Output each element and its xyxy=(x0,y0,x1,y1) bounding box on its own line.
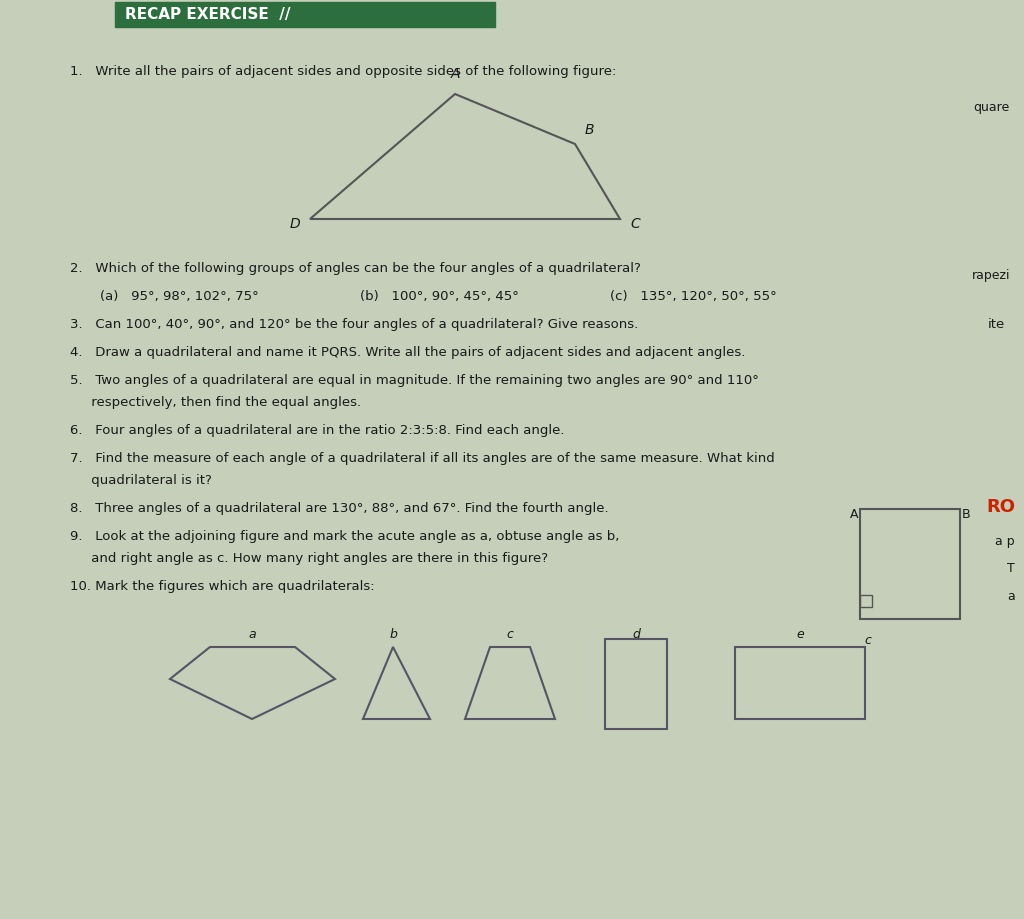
Bar xyxy=(860,509,961,619)
Text: 10. Mark the figures which are quadrilaterals:: 10. Mark the figures which are quadrilat… xyxy=(70,579,375,593)
Text: ite: ite xyxy=(988,318,1005,331)
Text: C: C xyxy=(630,217,640,231)
Text: RECAP EXERCISE  //: RECAP EXERCISE // xyxy=(125,6,291,21)
Text: T: T xyxy=(1008,562,1015,574)
Text: A: A xyxy=(850,507,858,520)
Bar xyxy=(735,647,865,720)
Text: a: a xyxy=(248,628,256,641)
Text: (a)   95°, 98°, 102°, 75°: (a) 95°, 98°, 102°, 75° xyxy=(100,289,259,302)
Text: b: b xyxy=(389,628,397,641)
Text: 3.   Can 100°, 40°, 90°, and 120° be the four angles of a quadrilateral? Give re: 3. Can 100°, 40°, 90°, and 120° be the f… xyxy=(70,318,638,331)
Text: c: c xyxy=(864,633,870,646)
Text: 5.   Two angles of a quadrilateral are equal in magnitude. If the remaining two : 5. Two angles of a quadrilateral are equ… xyxy=(70,374,759,387)
Text: (b)   100°, 90°, 45°, 45°: (b) 100°, 90°, 45°, 45° xyxy=(360,289,519,302)
Text: d: d xyxy=(632,628,640,641)
Text: a: a xyxy=(1008,589,1015,602)
Text: B: B xyxy=(962,507,971,520)
Text: 9.   Look at the adjoining figure and mark the acute angle as a, obtuse angle as: 9. Look at the adjoining figure and mark… xyxy=(70,529,620,542)
Text: 6.   Four angles of a quadrilateral are in the ratio 2:3:5:8. Find each angle.: 6. Four angles of a quadrilateral are in… xyxy=(70,424,564,437)
Text: 7.   Find the measure of each angle of a quadrilateral if all its angles are of : 7. Find the measure of each angle of a q… xyxy=(70,451,775,464)
Text: and right angle as c. How many right angles are there in this figure?: and right angle as c. How many right ang… xyxy=(70,551,548,564)
Text: respectively, then find the equal angles.: respectively, then find the equal angles… xyxy=(70,395,361,409)
Text: a p: a p xyxy=(995,535,1015,548)
Text: B: B xyxy=(585,123,595,137)
Text: 1.   Write all the pairs of adjacent sides and opposite sides of the following f: 1. Write all the pairs of adjacent sides… xyxy=(70,65,616,78)
Text: RO: RO xyxy=(986,497,1015,516)
Bar xyxy=(605,640,667,729)
Text: quare: quare xyxy=(974,101,1010,114)
Text: e: e xyxy=(796,628,804,641)
Text: D: D xyxy=(290,217,300,231)
Text: 4.   Draw a quadrilateral and name it PQRS. Write all the pairs of adjacent side: 4. Draw a quadrilateral and name it PQRS… xyxy=(70,346,745,358)
Text: (c)   135°, 120°, 50°, 55°: (c) 135°, 120°, 50°, 55° xyxy=(610,289,777,302)
Text: A: A xyxy=(451,67,460,81)
Bar xyxy=(115,3,495,28)
Bar xyxy=(860,596,872,607)
Text: quadrilateral is it?: quadrilateral is it? xyxy=(70,473,212,486)
Text: rapezi: rapezi xyxy=(972,268,1010,281)
Text: c: c xyxy=(507,628,513,641)
Text: 2.   Which of the following groups of angles can be the four angles of a quadril: 2. Which of the following groups of angl… xyxy=(70,262,641,275)
Text: 8.   Three angles of a quadrilateral are 130°, 88°, and 67°. Find the fourth ang: 8. Three angles of a quadrilateral are 1… xyxy=(70,502,608,515)
